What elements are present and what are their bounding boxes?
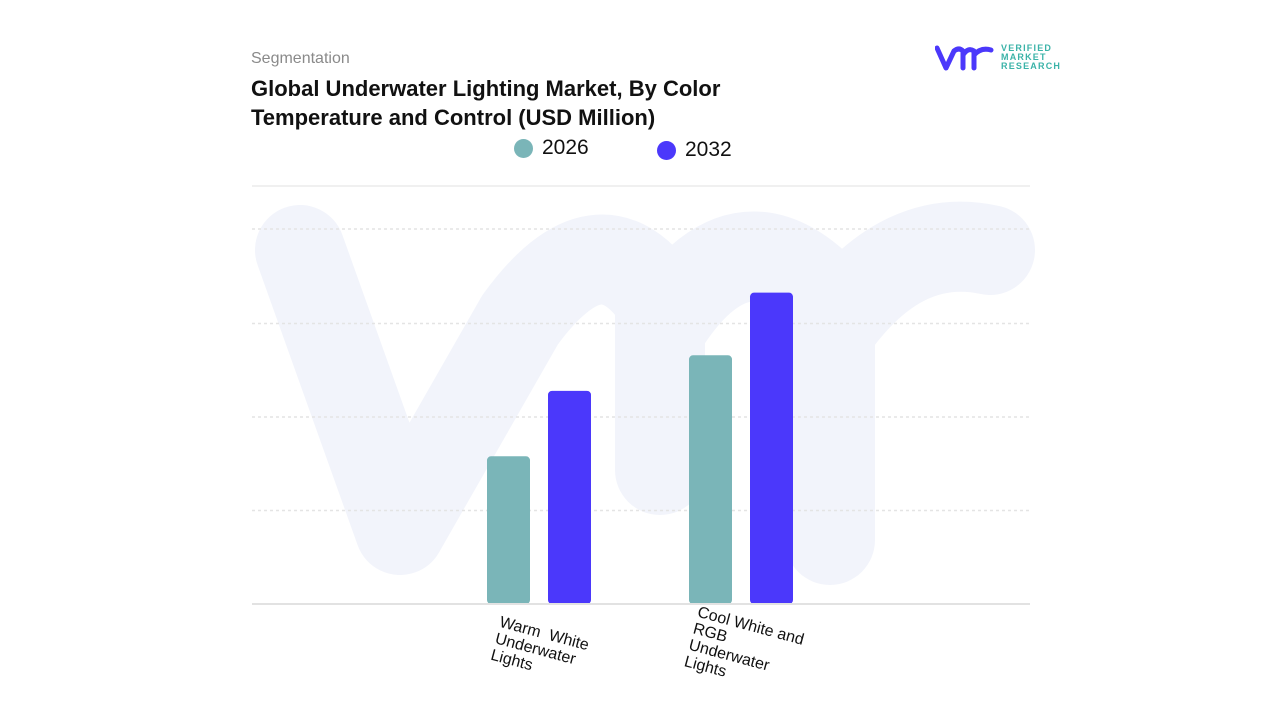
- vmr-watermark-icon: [255, 201, 1035, 585]
- segment-label: Segmentation: [251, 50, 350, 67]
- bar-warm-white-2032: [548, 390, 591, 604]
- legend-swatch-2026: [514, 138, 533, 158]
- vmr-logo: VERIFIED MARKET RESEARCH: [935, 44, 1061, 71]
- chart-title: Global Underwater Lighting Market, By Co…: [251, 76, 721, 130]
- vmr-logo-mark-icon: [935, 45, 994, 70]
- bar-cool-white-rgb-2026: [689, 355, 732, 604]
- logo-text: VERIFIED MARKET RESEARCH: [1001, 43, 1062, 71]
- legend-item-2026: 2026: [514, 136, 589, 160]
- legend-label-2026: 2026: [542, 136, 589, 159]
- bar-cool-white-rgb-2032: [750, 292, 793, 604]
- bar-warm-white-2026: [487, 456, 530, 604]
- legend-label-2032: 2032: [685, 138, 732, 161]
- legend-swatch-2032: [657, 140, 676, 160]
- legend-item-2032: 2032: [657, 138, 732, 162]
